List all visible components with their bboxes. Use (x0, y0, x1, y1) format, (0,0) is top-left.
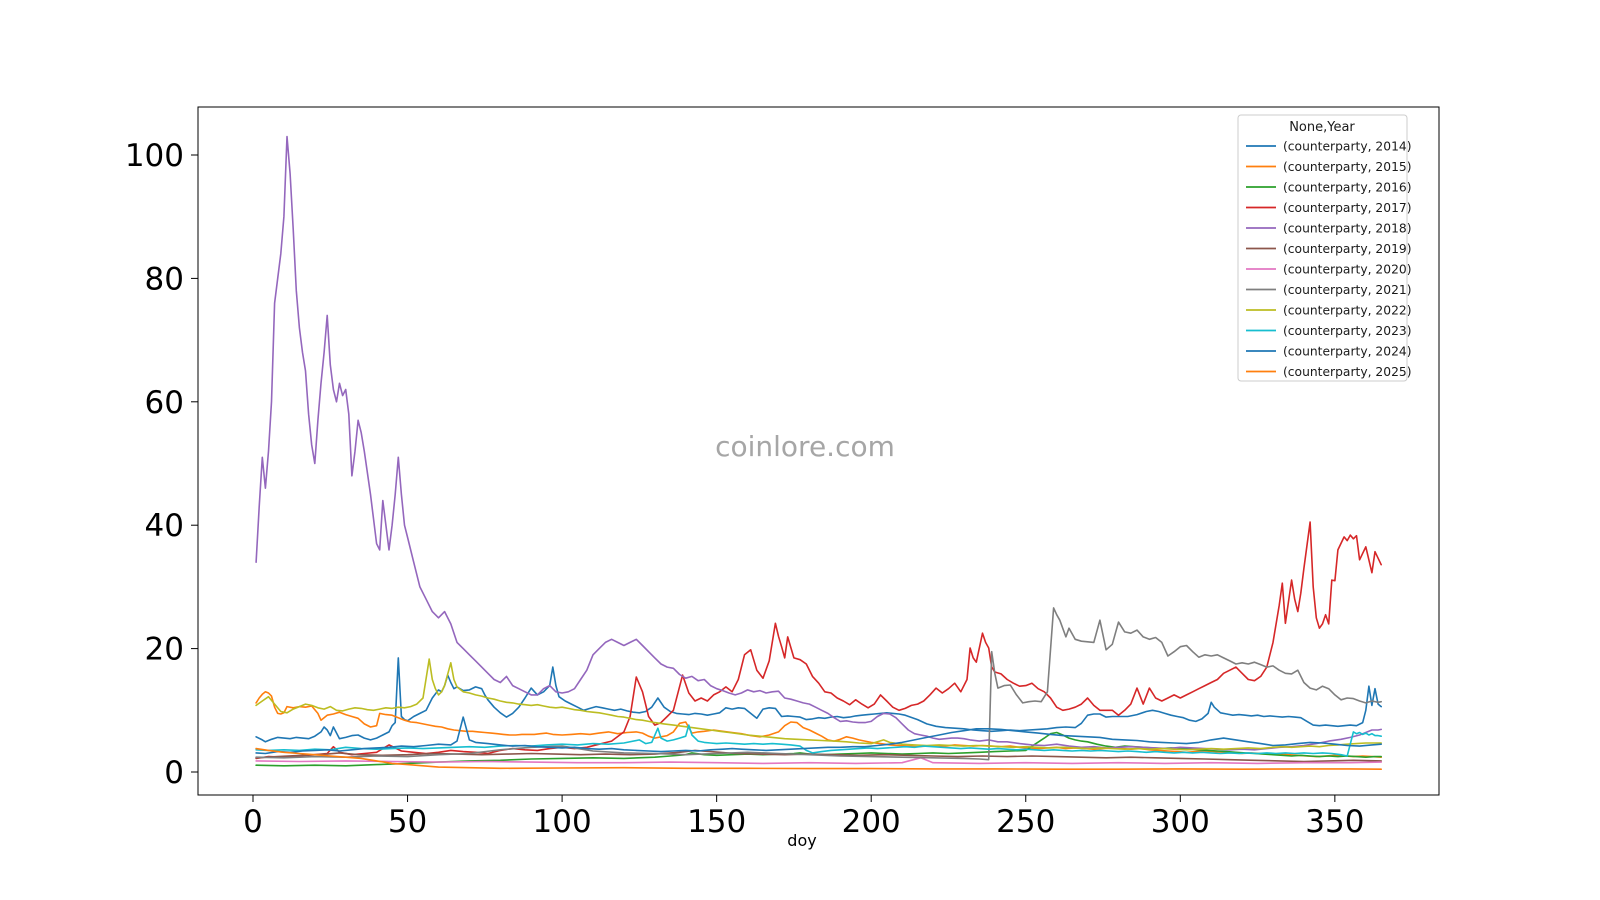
watermark-text: coinlore.com (715, 430, 895, 463)
legend-label-2017: (counterparty, 2017) (1283, 201, 1412, 215)
plot-frame (197, 106, 1440, 796)
series-line-2025 (255, 747, 1382, 771)
y-axis: 0 20 40 60 80 100 (125, 138, 198, 791)
legend-entries: (counterparty, 2014) (counterparty, 2015)… (1246, 140, 1412, 379)
x-tick-label: 50 (388, 804, 427, 840)
series-lines (255, 135, 1382, 771)
x-tick-label: 100 (533, 804, 592, 840)
legend-label-2022: (counterparty, 2022) (1283, 304, 1412, 318)
y-tick-label: 0 (164, 755, 184, 791)
legend: None,Year (counterparty, 2014)(counterpa… (1237, 114, 1412, 382)
x-tick-label: 0 (243, 804, 263, 840)
legend-label-2014: (counterparty, 2014) (1283, 140, 1412, 154)
x-axis-label: doy (787, 831, 816, 850)
x-tick-label: 250 (996, 804, 1055, 840)
x-tick-label: 150 (687, 804, 746, 840)
y-tick-label: 20 (145, 632, 184, 668)
series-line-2018 (255, 135, 1382, 751)
legend-label-2021: (counterparty, 2021) (1283, 283, 1412, 297)
x-axis: 0 50 100 150 200 250 300 350 (243, 795, 1364, 840)
y-tick-label: 80 (145, 261, 184, 297)
legend-label-2024: (counterparty, 2024) (1283, 345, 1412, 359)
x-tick-label: 200 (842, 804, 901, 840)
y-tick-label: 60 (145, 385, 184, 421)
legend-label-2019: (counterparty, 2019) (1283, 242, 1412, 256)
series-line-2020 (255, 756, 1382, 765)
series-line-2022 (255, 658, 1382, 751)
legend-label-2025: (counterparty, 2025) (1283, 365, 1412, 379)
series-line-2023 (255, 724, 1382, 757)
legend-label-2020: (counterparty, 2020) (1283, 263, 1412, 277)
legend-title: None,Year (1289, 120, 1355, 135)
legend-label-2023: (counterparty, 2023) (1283, 324, 1412, 338)
legend-label-2015: (counterparty, 2015) (1283, 160, 1412, 174)
series-line-2014 (255, 657, 1382, 743)
x-tick-label: 350 (1305, 804, 1364, 840)
legend-box (1237, 114, 1408, 382)
series-line-2021 (255, 607, 1382, 761)
legend-label-2018: (counterparty, 2018) (1283, 222, 1412, 236)
y-tick-label: 40 (145, 508, 184, 544)
series-line-2017 (255, 521, 1382, 760)
x-tick-label: 300 (1151, 804, 1210, 840)
y-tick-label: 100 (125, 138, 184, 174)
legend-label-2016: (counterparty, 2016) (1283, 181, 1412, 195)
series-line-2024 (255, 716, 1382, 755)
